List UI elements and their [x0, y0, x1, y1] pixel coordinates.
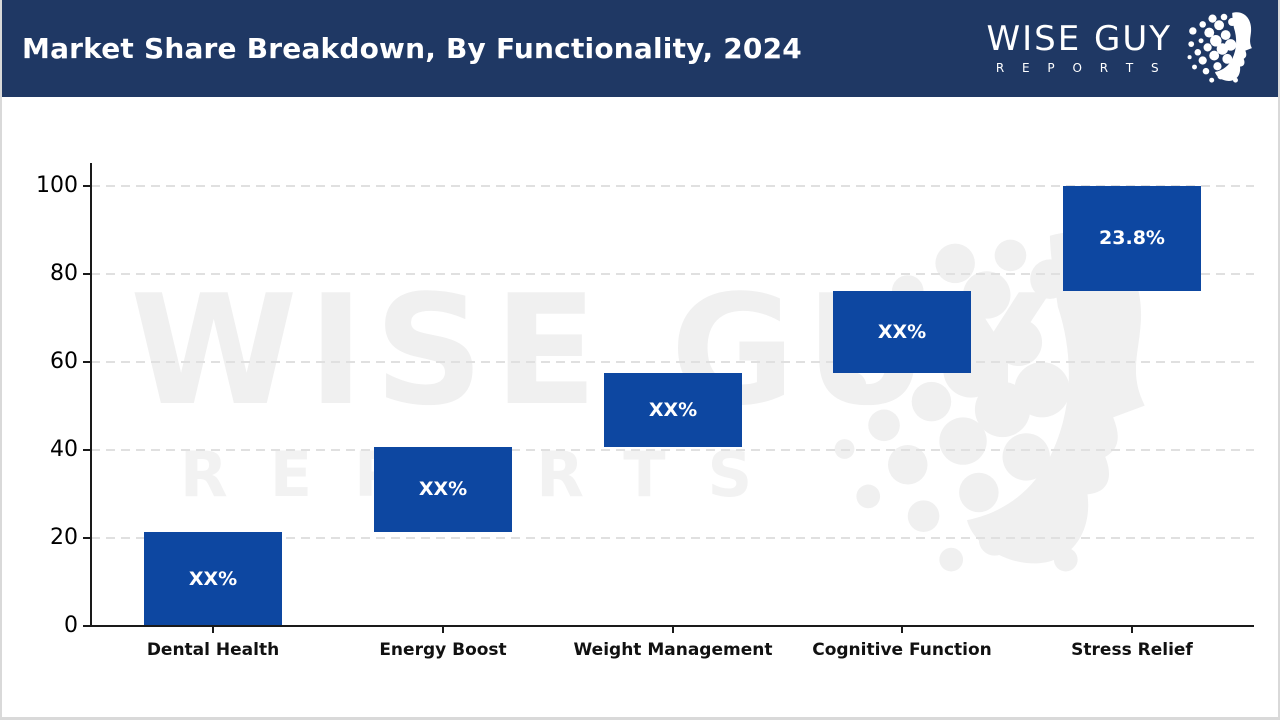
bar-stress-relief: 23.8% — [1063, 186, 1201, 291]
x-axis — [90, 625, 1254, 627]
bar-value-label: XX% — [877, 320, 927, 343]
x-tick-mark — [672, 627, 674, 633]
bar-dental-health: XX% — [144, 531, 282, 626]
y-tick-mark — [83, 625, 90, 627]
gridline-20 — [91, 537, 1254, 539]
y-tick-label: 0 — [64, 613, 78, 638]
brand-logo-text: WISE GUY R E P O R T S — [986, 22, 1172, 75]
x-tick-mark — [442, 627, 444, 633]
y-tick-mark — [83, 273, 90, 275]
y-tick-label: 100 — [36, 173, 78, 198]
brand-logo: WISE GUY R E P O R T S — [986, 8, 1254, 90]
y-axis — [90, 163, 92, 627]
x-tick-label-stress-relief: Stress Relief — [1071, 640, 1193, 660]
bar-weight-management: XX% — [604, 373, 742, 447]
y-tick-mark — [83, 449, 90, 451]
bar-value-label: XX% — [188, 567, 238, 590]
brand-name: WISE GUY — [986, 19, 1172, 59]
bar-value-label: XX% — [648, 398, 698, 421]
x-tick-label-weight-management: Weight Management — [573, 640, 773, 660]
x-tick-mark — [1131, 627, 1133, 633]
gridline-60 — [91, 361, 1254, 363]
bar-value-label: XX% — [418, 478, 468, 501]
bar-energy-boost: XX% — [374, 446, 512, 532]
bar-cognitive-function: XX% — [833, 290, 971, 373]
y-tick-label: 20 — [50, 525, 78, 550]
y-tick-mark — [83, 537, 90, 539]
y-tick-label: 40 — [50, 437, 78, 462]
header-bar: Market Share Breakdown, By Functionality… — [2, 0, 1278, 97]
gridline-40 — [91, 449, 1254, 451]
gridline-100 — [91, 185, 1254, 187]
x-tick-label-energy-boost: Energy Boost — [379, 640, 507, 660]
y-tick-mark — [83, 361, 90, 363]
brand-subtitle: R E P O R T S — [995, 61, 1166, 75]
dotted-head-logo-icon — [1187, 11, 1252, 83]
bar-value-label: 23.8% — [1099, 227, 1165, 250]
y-tick-mark — [83, 185, 90, 187]
gridline-80 — [91, 273, 1254, 275]
x-tick-mark — [901, 627, 903, 633]
y-tick-label: 60 — [50, 349, 78, 374]
x-tick-mark — [212, 627, 214, 633]
x-tick-label-cognitive-function: Cognitive Function — [812, 640, 992, 660]
page-title: Market Share Breakdown, By Functionality… — [22, 32, 802, 65]
y-tick-label: 80 — [50, 261, 78, 286]
x-tick-label-dental-health: Dental Health — [146, 640, 280, 660]
